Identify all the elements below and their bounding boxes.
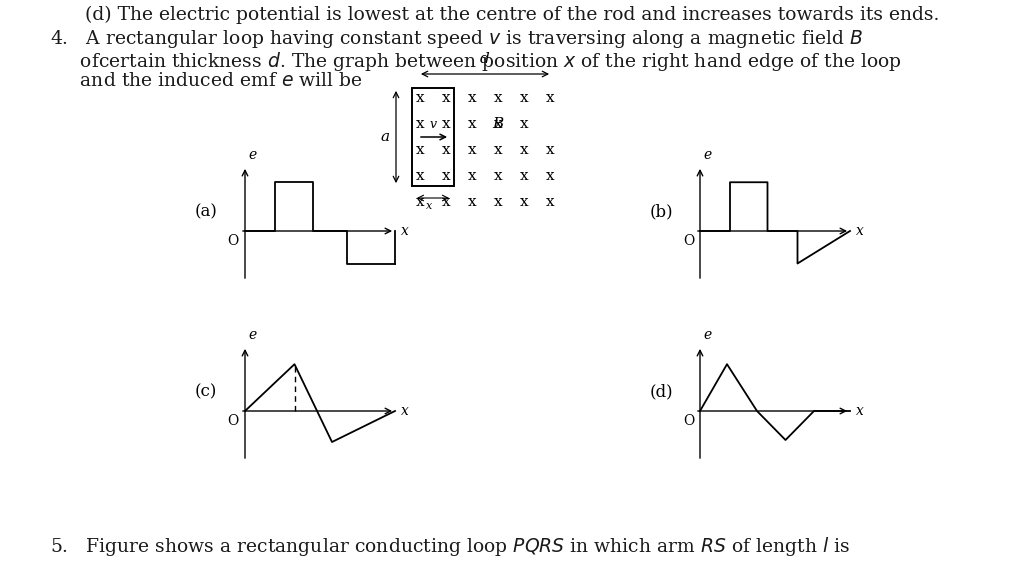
Text: x: x	[401, 224, 409, 238]
Text: 4.   A rectangular loop having constant speed $v$ is traversing along a magnetic: 4. A rectangular loop having constant sp…	[50, 28, 863, 50]
Text: x: x	[416, 91, 424, 105]
Text: x: x	[401, 404, 409, 418]
Text: x: x	[416, 143, 424, 157]
Text: x: x	[416, 117, 424, 131]
Text: O: O	[683, 414, 694, 428]
Text: (b): (b)	[650, 203, 674, 220]
Text: x: x	[494, 117, 503, 131]
Text: x: x	[520, 143, 528, 157]
Text: x: x	[494, 143, 503, 157]
Text: x: x	[441, 91, 451, 105]
Text: ofcertain thickness $d$. The graph between position $x$ of the right hand edge o: ofcertain thickness $d$. The graph betwe…	[50, 50, 902, 73]
Text: x: x	[468, 143, 476, 157]
Text: a: a	[381, 130, 390, 144]
Text: x: x	[520, 195, 528, 209]
Text: x: x	[856, 404, 864, 418]
Text: (c): (c)	[195, 383, 217, 400]
Text: x: x	[441, 117, 451, 131]
Text: x: x	[441, 143, 451, 157]
Text: O: O	[683, 234, 694, 248]
Text: e: e	[703, 328, 712, 342]
Text: O: O	[227, 234, 239, 248]
Text: B: B	[493, 117, 504, 131]
Text: x: x	[416, 169, 424, 183]
Text: x: x	[426, 201, 432, 211]
Text: x: x	[856, 224, 864, 238]
Text: x: x	[546, 195, 554, 209]
Text: (d): (d)	[650, 383, 674, 400]
Text: v: v	[429, 118, 436, 131]
Text: x: x	[520, 117, 528, 131]
Text: x: x	[494, 195, 503, 209]
Text: x: x	[520, 91, 528, 105]
Text: x: x	[494, 91, 503, 105]
Text: e: e	[703, 148, 712, 162]
Text: x: x	[468, 195, 476, 209]
Text: x: x	[494, 169, 503, 183]
Text: x: x	[468, 91, 476, 105]
Text: x: x	[520, 169, 528, 183]
Text: x: x	[468, 169, 476, 183]
Text: (a): (a)	[195, 203, 218, 220]
Text: x: x	[441, 169, 451, 183]
Text: e: e	[248, 148, 256, 162]
Text: (d) The electric potential is lowest at the centre of the rod and increases towa: (d) The electric potential is lowest at …	[85, 6, 939, 24]
Text: d: d	[480, 52, 489, 66]
Text: x: x	[546, 143, 554, 157]
Text: x: x	[441, 195, 451, 209]
Text: and the induced emf $e$ will be: and the induced emf $e$ will be	[50, 72, 362, 90]
Text: O: O	[227, 414, 239, 428]
Text: 5.   Figure shows a rectangular conducting loop $PQRS$ in which arm $RS$ of leng: 5. Figure shows a rectangular conducting…	[50, 535, 850, 558]
Text: e: e	[248, 328, 256, 342]
Text: x: x	[416, 195, 424, 209]
Text: x: x	[546, 91, 554, 105]
Text: x: x	[468, 117, 476, 131]
Text: x: x	[546, 169, 554, 183]
